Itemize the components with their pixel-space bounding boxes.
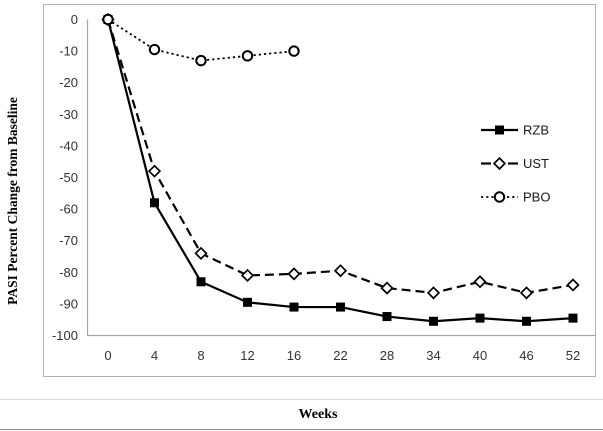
y-tick-label--50: -50: [59, 170, 78, 185]
x-tick-label-28: 28: [380, 348, 394, 363]
rzb-marker-week-12: [243, 297, 252, 307]
ust-marker-week-40: [473, 275, 487, 289]
pbo-legend-marker: [493, 191, 506, 203]
y-tick-label-0: 0: [71, 12, 78, 27]
x-tick-label-16: 16: [287, 348, 301, 363]
ust-marker-week-52: [566, 278, 580, 292]
ust-line: [106, 19, 574, 294]
pbo-marker-week-12: [241, 50, 254, 62]
ust-marker-week-28: [380, 281, 394, 295]
y-tick-label--40: -40: [59, 138, 78, 153]
rzb-marker-week-16: [289, 302, 299, 312]
ust-marker-week-34: [426, 286, 441, 300]
pbo-marker-week-16: [288, 45, 300, 57]
y-tick-label--80: -80: [59, 265, 78, 280]
y-tick-label--30: -30: [59, 107, 78, 122]
y-tick-label--10: -10: [59, 44, 78, 59]
legend-label-ust: UST: [523, 156, 549, 171]
figure-bottom-border: [0, 429, 603, 430]
pbo-marker-week-8: [195, 54, 207, 67]
y-tick-label--60: -60: [59, 202, 78, 217]
x-tick-label-52: 52: [566, 348, 580, 363]
rzb-marker-week-52: [568, 313, 578, 323]
pbo-line: [107, 18, 295, 62]
chart-frame: [43, 4, 596, 377]
rzb-legend-marker: [495, 125, 504, 135]
ust-marker-week-12: [240, 268, 255, 283]
x-tick-label-4: 4: [151, 348, 158, 363]
x-tick-label-12: 12: [240, 348, 254, 363]
x-tick-label-46: 46: [519, 348, 533, 363]
ust-marker-week-8: [194, 246, 208, 260]
legend-label-pbo: PBO: [523, 190, 550, 205]
x-tick-label-34: 34: [426, 348, 440, 363]
ust-marker-week-46: [519, 286, 534, 300]
rzb-marker-week-8: [196, 277, 206, 287]
pbo-marker-week-0: [102, 13, 114, 26]
x-tick-label-0: 0: [104, 348, 111, 363]
rzb-marker-week-46: [522, 316, 531, 326]
y-tick-label--70: -70: [59, 233, 78, 248]
x-tick-label-8: 8: [197, 348, 204, 363]
rzb-marker-week-22: [336, 302, 345, 312]
pbo-marker-week-4: [148, 43, 161, 56]
horizontal-divider: [0, 399, 603, 400]
rzb-marker-week-40: [475, 313, 485, 323]
x-tick-label-22: 22: [333, 348, 347, 363]
ust-marker-week-4: [147, 164, 162, 178]
x-tick-label-40: 40: [473, 348, 487, 363]
rzb-marker-week-28: [382, 312, 392, 322]
ust-legend-marker: [492, 156, 507, 171]
y-tick-label--100: -100: [52, 328, 78, 343]
rzb-marker-week-4: [150, 198, 159, 208]
x-axis-title: Weeks: [298, 407, 338, 422]
y-tick-label--90: -90: [59, 296, 78, 311]
ust-marker-week-22: [333, 264, 348, 278]
legend-label-rzb: RZB: [523, 123, 549, 138]
y-tick-label--20: -20: [59, 75, 78, 90]
ust-marker-week-16: [287, 267, 301, 281]
y-axis-title: PASI Percent Change from Baseline: [5, 97, 20, 305]
rzb-marker-week-34: [429, 316, 438, 326]
